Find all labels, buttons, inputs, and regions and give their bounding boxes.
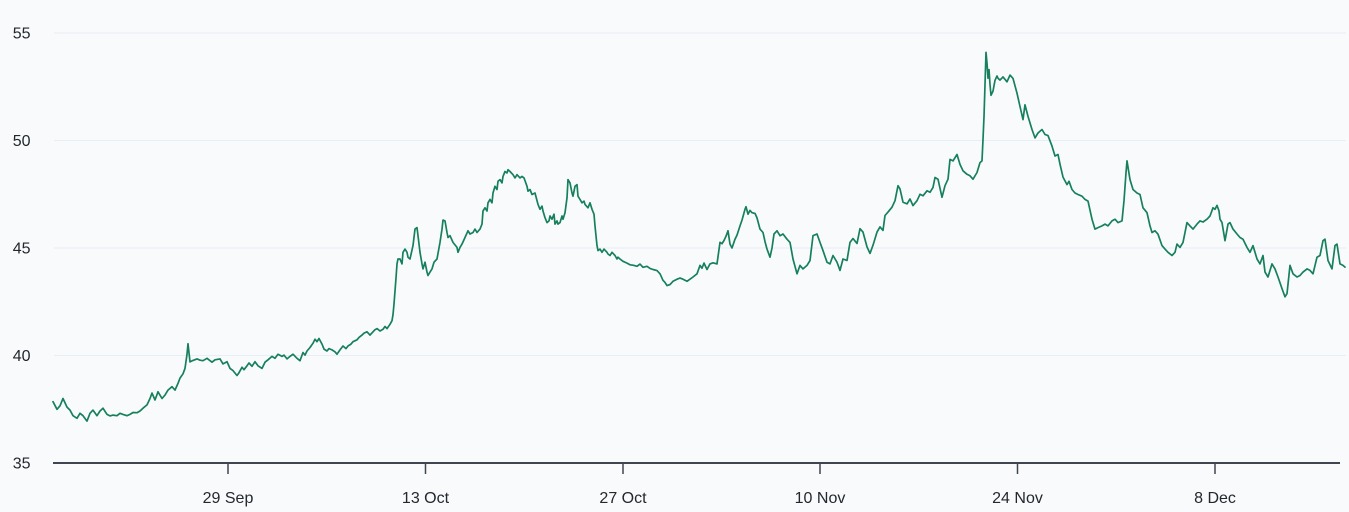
y-tick-label-55: 55 bbox=[13, 26, 31, 43]
gridlines bbox=[54, 32, 1346, 356]
x-tick-label-1: 13 Oct bbox=[402, 490, 450, 507]
x-axis: 29 Sep 13 Oct 27 Oct 10 Nov 24 Nov 8 Dec bbox=[53, 462, 1340, 507]
x-tick-label-3: 10 Nov bbox=[795, 490, 846, 507]
y-tick-label-50: 50 bbox=[13, 133, 31, 150]
x-tick-label-0: 29 Sep bbox=[203, 490, 254, 507]
y-tick-label-45: 45 bbox=[13, 241, 31, 258]
y-tick-label-35: 35 bbox=[13, 456, 31, 473]
x-tick-label-2: 27 Oct bbox=[599, 490, 647, 507]
price-series-line bbox=[52, 51, 1346, 422]
y-axis: 35 40 45 50 55 bbox=[13, 26, 31, 473]
x-tick-label-5: 8 Dec bbox=[1194, 490, 1236, 507]
x-tick-label-4: 24 Nov bbox=[992, 490, 1043, 507]
y-tick-label-40: 40 bbox=[13, 348, 31, 365]
